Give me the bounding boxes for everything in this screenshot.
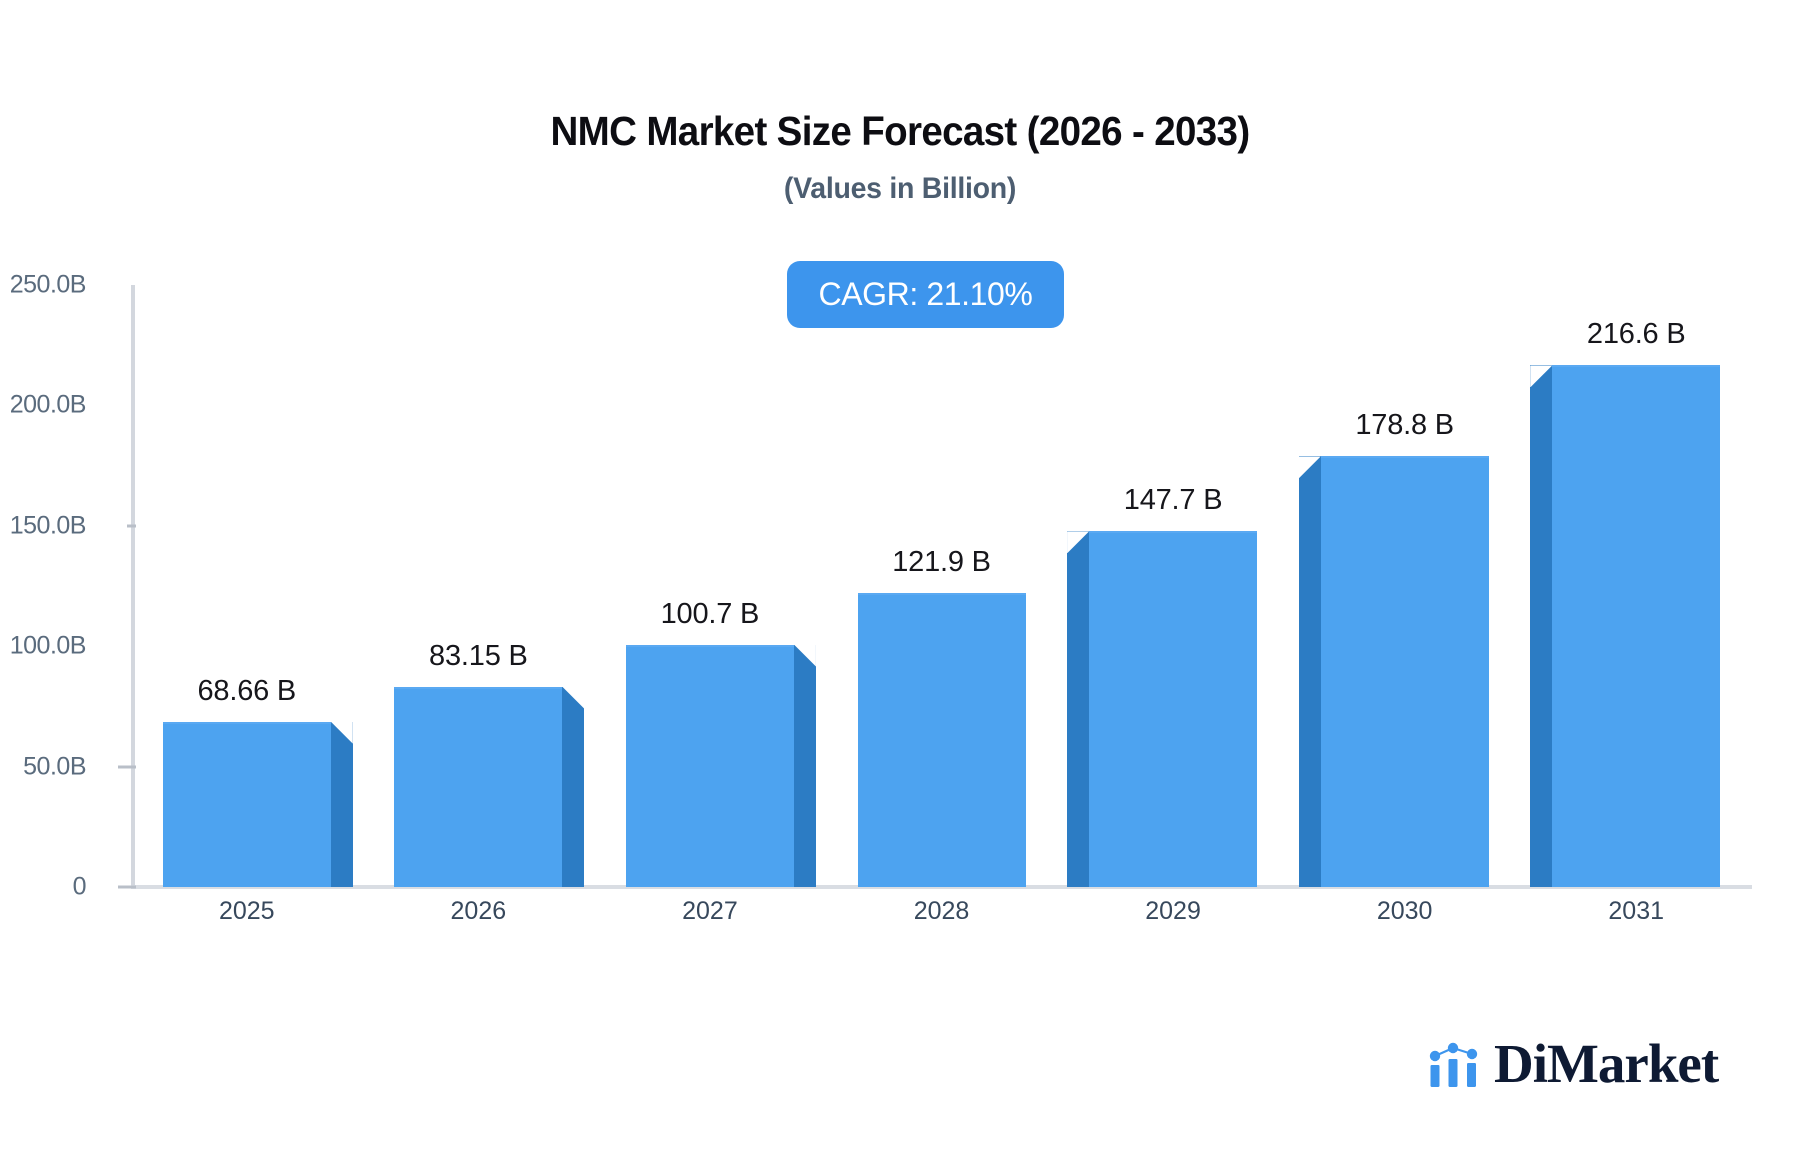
plot-area: 68.66 B 83.15 B 100.7 B 121.9 B 147.7 B 178.8… bbox=[131, 285, 1752, 887]
bar-side-face bbox=[1530, 365, 1553, 887]
y-axis-line bbox=[131, 285, 135, 887]
bar-chart-icon bbox=[1428, 1039, 1480, 1089]
x-axis-tick-label: 2031 bbox=[1608, 897, 1665, 925]
x-axis-line bbox=[131, 885, 1752, 889]
y-axis-tick-label: 250.0B bbox=[9, 270, 87, 299]
bar-side-cap bbox=[793, 644, 816, 667]
bar-value-label: 216.6 B bbox=[1586, 318, 1686, 351]
bar-value-label: 68.66 B bbox=[197, 674, 297, 707]
bar: 68.66 B bbox=[162, 675, 353, 887]
y-axis-tick-label: 0 bbox=[72, 872, 87, 901]
bar-value-label: 100.7 B bbox=[660, 597, 760, 630]
bar-front-face bbox=[857, 593, 1026, 887]
y-axis-tick-mark bbox=[118, 765, 136, 769]
bar-side-cap bbox=[562, 686, 585, 709]
bar-front-face bbox=[1089, 531, 1258, 887]
bar-front-face bbox=[1320, 456, 1489, 887]
bar-side-cap bbox=[1530, 365, 1553, 388]
bar-front-face bbox=[625, 644, 794, 887]
chart-subtitle: (Values in Billion) bbox=[783, 172, 1017, 205]
bar-value-label: 83.15 B bbox=[429, 639, 528, 672]
bar-side-face bbox=[330, 721, 353, 887]
bar-side-face bbox=[793, 644, 816, 887]
y-axis-tick-label: 100.0B bbox=[9, 631, 87, 660]
y-axis-tick-mark bbox=[127, 524, 136, 528]
x-axis-tick-label: 2026 bbox=[450, 897, 507, 925]
x-axis-tick-label: 2029 bbox=[1145, 897, 1201, 925]
cagr-badge-label: CAGR: 21.10% bbox=[818, 276, 1033, 312]
bar: 83.15 B bbox=[394, 640, 585, 887]
cagr-badge: CAGR: 21.10% bbox=[787, 261, 1064, 328]
chart-title: NMC Market Size Forecast (2026 - 2033) bbox=[550, 108, 1250, 154]
bar-value-label: 178.8 B bbox=[1355, 409, 1454, 442]
bar: 216.6 B bbox=[1530, 318, 1721, 887]
bar: 121.9 B bbox=[857, 546, 1026, 887]
bar-side-face bbox=[1298, 456, 1321, 887]
bar: 147.7 B bbox=[1067, 484, 1258, 887]
bar-value-label: 147.7 B bbox=[1123, 484, 1223, 517]
bar: 100.7 B bbox=[625, 598, 816, 887]
bar-front-face bbox=[1552, 365, 1721, 887]
logo-text: DiMarket bbox=[1494, 1033, 1719, 1094]
x-axis-tick-label: 2027 bbox=[682, 897, 738, 925]
bar-side-face bbox=[562, 686, 585, 887]
y-axis-tick-label: 200.0B bbox=[9, 390, 87, 419]
x-axis-tick-label: 2025 bbox=[218, 897, 275, 925]
bar-front-face bbox=[162, 721, 331, 887]
bar-front-face bbox=[394, 686, 563, 887]
bar-side-face bbox=[1067, 531, 1090, 887]
bar-side-cap bbox=[1298, 456, 1321, 479]
y-axis-tick-label: 150.0B bbox=[9, 511, 87, 540]
y-axis-tick-mark bbox=[118, 885, 136, 889]
y-axis-tick-label: 50.0B bbox=[23, 752, 86, 781]
bar-value-label: 121.9 B bbox=[892, 546, 991, 579]
x-axis-tick-label: 2030 bbox=[1376, 897, 1433, 925]
x-axis-tick-label: 2028 bbox=[913, 897, 970, 925]
dimarket-logo: DiMarket bbox=[1428, 1033, 1719, 1094]
bar-side-cap bbox=[1067, 531, 1090, 554]
bar: 178.8 B bbox=[1298, 409, 1489, 887]
bar-side-cap bbox=[330, 721, 353, 744]
